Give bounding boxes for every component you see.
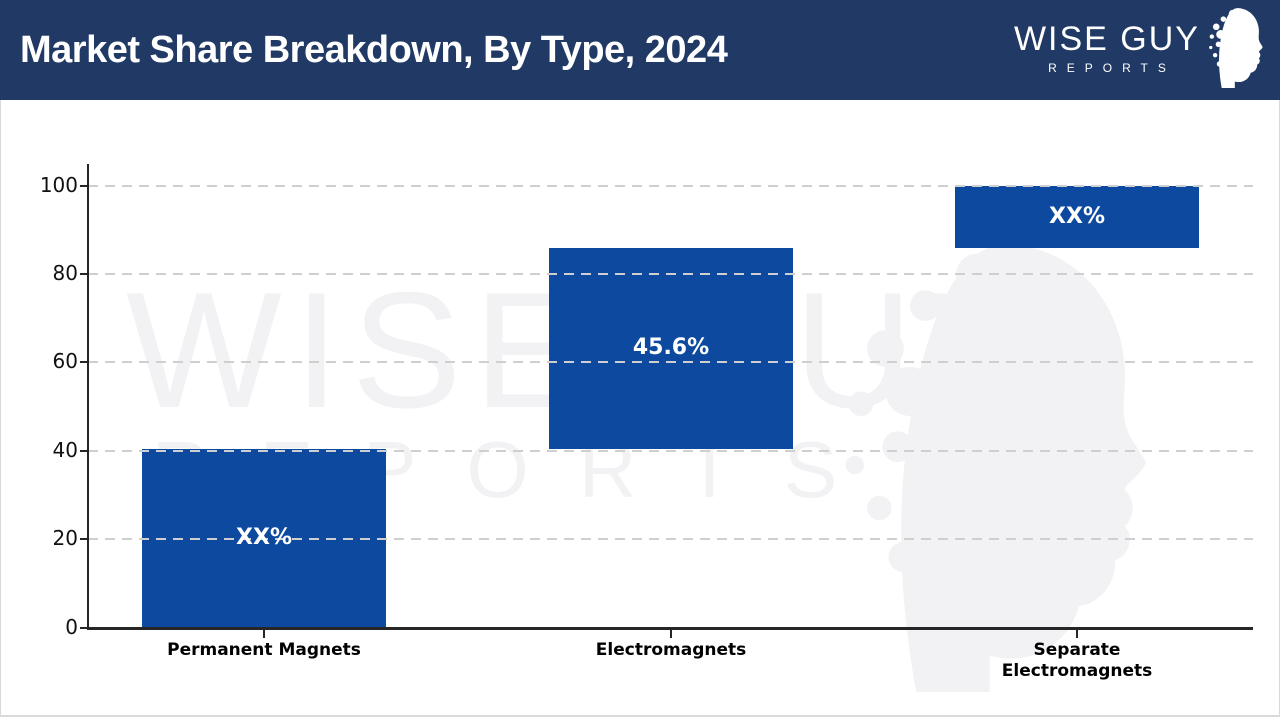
y-tick-mark xyxy=(80,184,88,187)
y-tick-mark xyxy=(80,538,88,541)
y-axis-line xyxy=(87,164,89,629)
watermark-head-icon xyxy=(845,243,1147,692)
y-tick-mark xyxy=(80,626,88,629)
y-tick-label: 20 xyxy=(52,526,78,551)
x-category-label: Separate Electromagnets xyxy=(1001,640,1153,681)
y-gridline xyxy=(88,538,1253,541)
page-bottom-border xyxy=(0,715,1280,717)
x-category-label: Electromagnets xyxy=(595,640,747,660)
x-tick-mark xyxy=(670,630,672,638)
bar-value-label: XX% xyxy=(1049,203,1105,229)
bar-value-label: 45.6% xyxy=(632,335,710,361)
y-tick-label: 100 xyxy=(39,172,78,197)
x-category-label: Permanent Magnets xyxy=(167,640,361,660)
y-gridline xyxy=(88,273,1253,276)
y-tick-label: 60 xyxy=(52,349,78,374)
bar xyxy=(955,185,1199,248)
y-gridline xyxy=(88,361,1253,364)
y-gridline xyxy=(88,449,1253,452)
bar xyxy=(549,247,793,449)
bar-value-label: XX% xyxy=(236,525,292,551)
x-tick-mark xyxy=(263,630,265,638)
header-bar: Market Share Breakdown, By Type, 2024 WI… xyxy=(0,0,1280,100)
x-axis-line xyxy=(87,627,1253,630)
y-tick-mark xyxy=(80,361,88,364)
y-tick-mark xyxy=(80,273,88,276)
y-tick-label: 40 xyxy=(52,437,78,462)
y-tick-mark xyxy=(80,449,88,452)
bar xyxy=(142,448,386,628)
page-left-border xyxy=(0,100,1,717)
logo-subtitle: REPORTS xyxy=(1048,61,1176,75)
x-tick-mark xyxy=(1076,630,1078,638)
y-tick-label: 0 xyxy=(65,614,78,639)
page-title: Market Share Breakdown, By Type, 2024 xyxy=(20,28,728,71)
logo-wordmark: WISE GUY xyxy=(1013,20,1200,58)
y-tick-label: 80 xyxy=(52,261,78,286)
wise-guy-reports-logo: WISE GUY REPORTS xyxy=(1014,6,1270,88)
logo-text: WISE GUY REPORTS xyxy=(1014,19,1200,75)
y-gridline xyxy=(88,184,1253,187)
